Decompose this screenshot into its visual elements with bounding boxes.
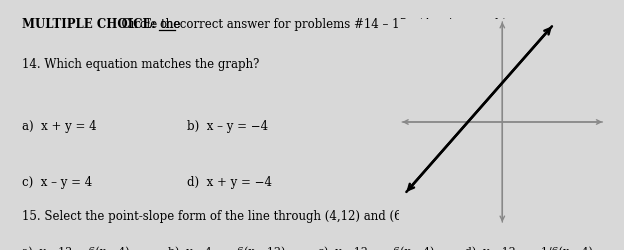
Text: Circle the: Circle the — [114, 18, 184, 30]
Text: c)  y – 12 = −6(x – 4): c) y – 12 = −6(x – 4) — [318, 245, 434, 250]
Text: correct answer for problems #14 – 15.  (4 points each): correct answer for problems #14 – 15. (4… — [176, 18, 507, 30]
Text: b)  x – y = −4: b) x – y = −4 — [187, 120, 268, 133]
Text: MULTIPLE CHOICE:: MULTIPLE CHOICE: — [22, 18, 156, 30]
Text: d)  y – 12 = −1/6(x – 4): d) y – 12 = −1/6(x – 4) — [465, 245, 593, 250]
Text: b)  y – 4 = −6(x – 12): b) y – 4 = −6(x – 12) — [168, 245, 286, 250]
Text: c)  x – y = 4: c) x – y = 4 — [22, 175, 92, 188]
Text: a)  y – 12 = 6(x – 4): a) y – 12 = 6(x – 4) — [22, 245, 129, 250]
Text: one: one — [159, 18, 181, 30]
Text: 14. Which equation matches the graph?: 14. Which equation matches the graph? — [22, 58, 259, 70]
Text: a)  x + y = 4: a) x + y = 4 — [22, 120, 97, 133]
Text: 15. Select the point-slope form of the line through (4,12) and (6,0).: 15. Select the point-slope form of the l… — [22, 209, 421, 222]
Text: d)  x + y = −4: d) x + y = −4 — [187, 175, 272, 188]
